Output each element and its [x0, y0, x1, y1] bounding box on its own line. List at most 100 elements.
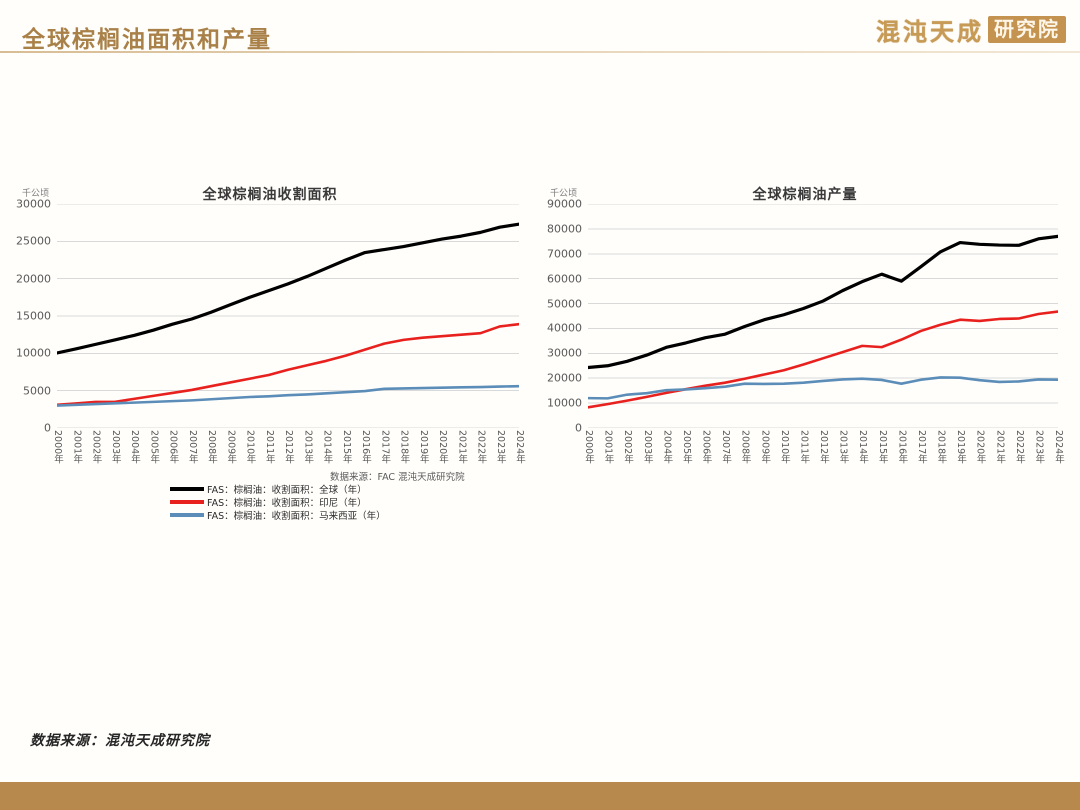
chart-title-right: 全球棕榈油产量 — [752, 187, 858, 203]
series-line — [588, 310, 1058, 409]
x-axis-tick: 2001年 — [71, 430, 83, 464]
x-axis-tick: 2017年 — [915, 430, 927, 464]
x-axis-tick: 2002年 — [622, 430, 634, 464]
legend-swatch-icon — [170, 512, 204, 517]
legend-swatch-icon — [170, 486, 204, 491]
x-axis-tick: 2020年 — [437, 430, 448, 464]
y-axis-tick: 80000 — [547, 222, 582, 236]
x-axis-tick: 2016年 — [896, 430, 908, 464]
x-axis-tick: 2023年 — [1033, 430, 1045, 464]
footer-source: 数据来源：混沌天成研究院 — [30, 733, 210, 749]
chart-unit-label-left: 千公顷 — [22, 189, 50, 199]
y-axis-tick: 0 — [44, 421, 51, 435]
series-line — [588, 376, 1058, 400]
y-axis-tick: 50000 — [547, 297, 582, 311]
x-axis-tick: 2000年 — [52, 430, 63, 464]
x-axis-tick: 2003年 — [641, 430, 653, 464]
y-axis-tick: 20000 — [547, 371, 582, 385]
y-axis-tick: 70000 — [547, 247, 582, 261]
x-axis-tick: 2013年 — [302, 430, 314, 464]
y-axis-tick: 25000 — [16, 234, 51, 248]
chart-legend-left: FAS：棕榈油：收割面积：全球（年） FAS：棕榈油：收割面积：印尼（年） FAS：… — [170, 482, 386, 522]
x-axis-tick: 2020年 — [974, 430, 986, 464]
x-axis-tick: 2019年 — [955, 430, 967, 464]
chart-production: 千公顷 全球棕榈油产量 0 10000 20000 30000 40000 50000 60… — [540, 180, 1070, 530]
x-axis-tick: 2021年 — [994, 430, 1006, 464]
x-axis-tick: 2015年 — [340, 430, 352, 464]
y-axis-tick: 30000 — [16, 197, 51, 211]
chart-source-note-left: 数据来源：FAC 混沌天成研究院 — [330, 472, 465, 483]
x-axis-tick: 2008年 — [739, 430, 751, 464]
x-axis-tick: 2018年 — [935, 430, 947, 464]
legend-item[interactable]: FAS：棕榈油：收割面积：马来西亚（年） — [170, 508, 386, 522]
legend-item[interactable]: FAS：棕榈油：收割面积：全球（年） — [170, 482, 386, 496]
x-axis-tick: 2024年 — [1053, 430, 1064, 464]
x-axis-tick: 2021年 — [456, 430, 468, 464]
x-axis-tick: 2011年 — [798, 430, 810, 464]
x-axis-tick: 2003年 — [109, 430, 121, 464]
x-axis-tick: 2010年 — [778, 430, 790, 464]
x-axis-labels-left: 2000年 2001年 2002年 2003年 2004年 2005年 2006年 2007年… — [52, 430, 525, 482]
page-title: 全球棕榈油面积和产量 — [22, 26, 272, 53]
series-line — [57, 322, 519, 407]
y-axis-tick: 40000 — [547, 321, 582, 335]
x-axis-tick: 2015年 — [876, 430, 888, 464]
x-axis-tick: 2009年 — [759, 430, 771, 464]
x-axis-tick: 2014年 — [857, 430, 869, 464]
x-axis-tick: 2016年 — [360, 430, 371, 464]
series-line — [57, 222, 519, 355]
plot-area-right: 0 10000 20000 30000 40000 50000 60000 70000 8000… — [547, 198, 1058, 435]
y-axis-tick: 0 — [575, 421, 582, 435]
x-axis-tick: 2004年 — [129, 430, 140, 464]
slide-header: 全球棕榈油面积和产量 混沌天成 研究院 — [0, 0, 1080, 60]
logo-seal-icon: 研究院 — [988, 15, 1066, 43]
chart-area-harvested: 千公顷 全球棕榈油收割面积 0 5000 10000 15000 20000 25000 3… — [10, 180, 530, 530]
chart-unit-label-right: 千公顷 — [550, 189, 578, 199]
x-axis-tick: 2023年 — [494, 430, 506, 464]
chart-title-left: 全球棕榈油收割面积 — [202, 187, 338, 203]
x-axis-tick: 2010年 — [244, 430, 256, 464]
x-axis-tick: 2024年 — [514, 430, 525, 464]
y-axis-tick: 90000 — [547, 197, 582, 211]
x-axis-tick: 2022年 — [1013, 430, 1025, 464]
x-axis-tick: 2017年 — [379, 430, 391, 464]
x-axis-tick: 2022年 — [475, 430, 487, 464]
header-divider — [0, 51, 1080, 53]
x-axis-tick: 2007年 — [186, 430, 198, 464]
x-axis-tick: 2002年 — [90, 430, 102, 464]
plot-area-left: 0 5000 10000 15000 20000 25000 30000 — [16, 198, 519, 435]
x-axis-tick: 2012年 — [283, 430, 294, 464]
y-axis-tick: 15000 — [16, 309, 51, 323]
legend-label: FAS：棕榈油：收割面积：马来西亚（年） — [207, 510, 386, 522]
x-axis-tick: 2019年 — [417, 430, 429, 464]
y-axis-tick: 5000 — [23, 384, 51, 398]
x-axis-tick: 2005年 — [680, 430, 692, 464]
x-axis-tick: 2000年 — [583, 430, 594, 464]
x-axis-tick: 2005年 — [148, 430, 160, 464]
logo-wordmark: 混沌天成 — [876, 16, 984, 46]
legend-label: FAS：棕榈油：收割面积：印尼（年） — [207, 497, 367, 509]
y-axis-tick: 10000 — [547, 396, 582, 410]
series-line — [588, 234, 1058, 370]
x-axis-tick: 2009年 — [225, 430, 237, 464]
y-axis-tick: 30000 — [547, 346, 582, 360]
x-axis-labels-right: 2000年 2001年 2002年 2003年 2004年 2005年 2006年 2007年… — [583, 430, 1064, 482]
x-axis-tick: 2018年 — [398, 430, 410, 464]
bottom-accent-bar — [0, 782, 1080, 810]
x-axis-tick: 2012年 — [818, 430, 829, 464]
x-axis-tick: 2004年 — [661, 430, 673, 464]
brand-logo: 混沌天成 研究院 — [876, 12, 1066, 46]
y-axis-tick: 20000 — [16, 272, 51, 286]
x-axis-tick: 2013年 — [837, 430, 849, 464]
x-axis-tick: 2008年 — [206, 430, 217, 464]
series-line — [57, 384, 519, 407]
legend-swatch-icon — [170, 499, 204, 504]
x-axis-tick: 2014年 — [321, 430, 333, 464]
y-axis-tick: 10000 — [16, 346, 51, 360]
legend-label: FAS：棕榈油：收割面积：全球（年） — [207, 484, 367, 496]
x-axis-tick: 2001年 — [602, 430, 614, 464]
x-axis-tick: 2006年 — [700, 430, 712, 464]
legend-item[interactable]: FAS：棕榈油：收割面积：印尼（年） — [170, 495, 386, 509]
x-axis-tick: 2006年 — [167, 430, 179, 464]
